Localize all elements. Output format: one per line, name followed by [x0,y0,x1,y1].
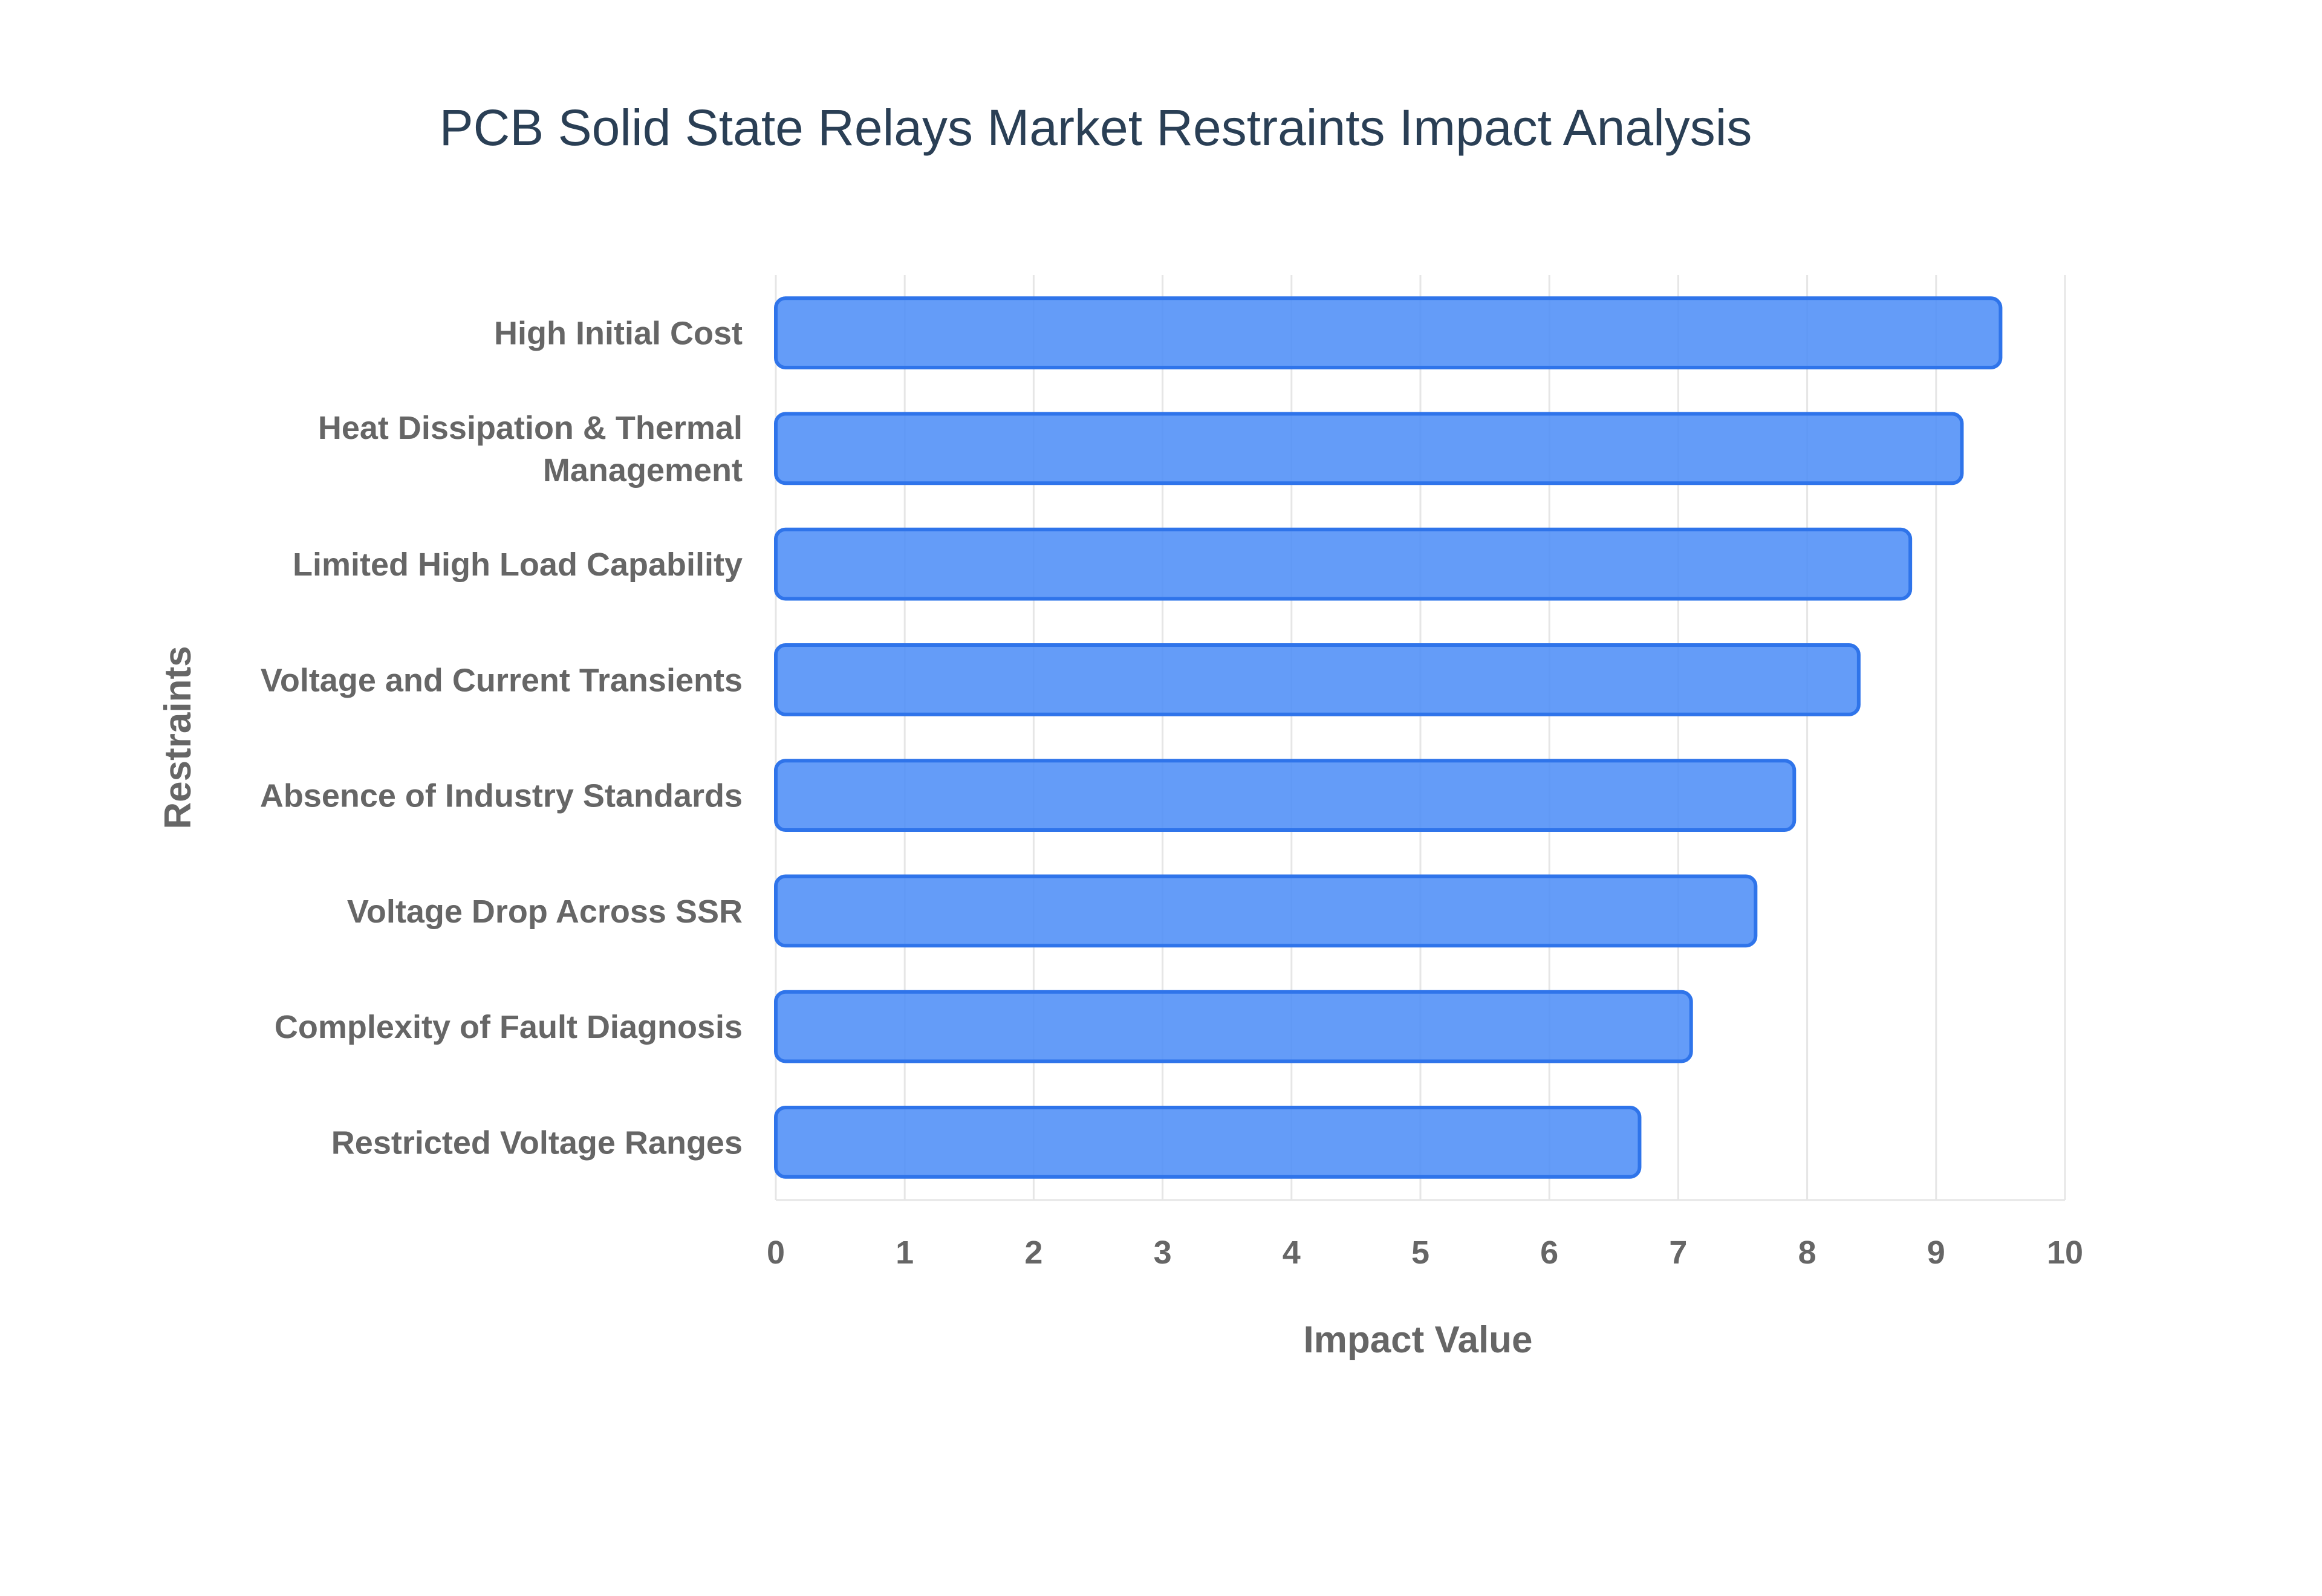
y-tick-label: Heat Dissipation & Thermal Management [318,410,743,488]
bars [774,296,2003,1179]
bar [774,527,1913,601]
x-tick-label: 10 [2047,1234,2083,1271]
bar [774,990,1693,1063]
x-tick-label: 8 [1798,1234,1816,1271]
x-tick-label: 3 [1154,1234,1172,1271]
x-tick-label: 5 [1411,1234,1429,1271]
bar [774,759,1797,832]
y-tick-labels: High Initial Cost Heat Dissipation & Ther… [260,316,743,1161]
x-tick-label: 7 [1669,1234,1687,1271]
y-axis-title: Restraints [157,646,199,829]
x-tick-label: 4 [1283,1234,1301,1271]
y-tick-label: Absence of Industry Standards [260,778,743,814]
y-tick-label: Restricted Voltage Ranges [331,1124,743,1161]
bar [774,874,1758,948]
y-tick-label: Voltage and Current Transients [261,662,743,698]
x-tick-label: 9 [1927,1234,1945,1271]
x-tick-label: 2 [1024,1234,1042,1271]
bar [774,412,1964,485]
x-axis-title: Impact Value [1303,1319,1532,1361]
bar [774,1106,1642,1179]
x-tick-label: 0 [767,1234,785,1271]
x-tick-labels: 0 1 2 3 4 5 6 7 8 9 10 [767,1234,2083,1271]
y-tick-label: Voltage Drop Across SSR [347,894,743,930]
bar [774,296,2003,369]
y-tick-label: Complexity of Fault Diagnosis [275,1009,743,1045]
chart-title: PCB Solid State Relays Market Restraints… [440,99,1752,156]
y-tick-label: Limited High Load Capability [293,547,743,583]
x-tick-label: 6 [1540,1234,1558,1271]
x-tick-label: 1 [896,1234,914,1271]
y-tick-label: High Initial Cost [494,316,743,352]
bar [774,643,1861,716]
